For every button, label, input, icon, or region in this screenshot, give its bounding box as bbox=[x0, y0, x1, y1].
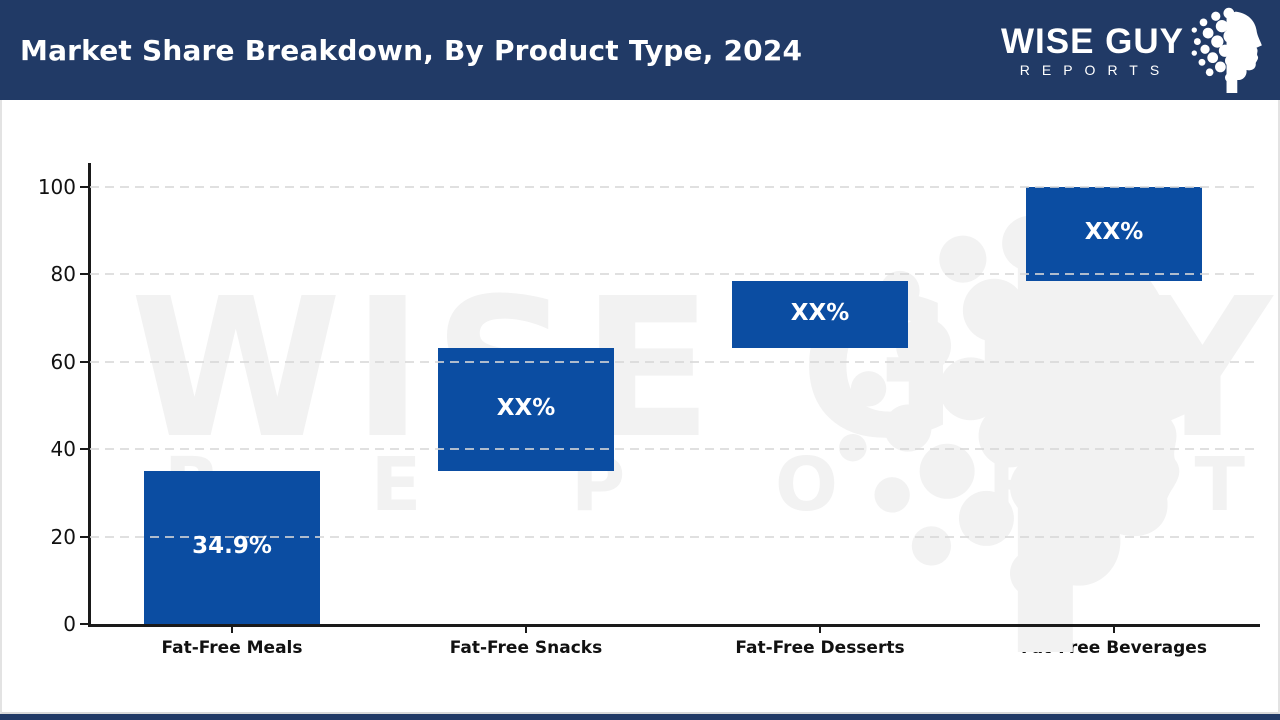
bar bbox=[1026, 187, 1202, 282]
x-category-label: Fat-Free Meals bbox=[161, 638, 303, 658]
y-tick-label: 80 bbox=[50, 262, 76, 287]
logo-text: WISE GUY REPORTS bbox=[1001, 24, 1184, 77]
x-tick-mark bbox=[231, 626, 233, 633]
page-title: Market Share Breakdown, By Product Type,… bbox=[20, 33, 803, 67]
y-tick-mark bbox=[80, 623, 88, 625]
bar bbox=[144, 471, 320, 624]
logo-head-icon bbox=[1191, 7, 1262, 93]
bar-value-label: XX% bbox=[790, 299, 850, 326]
bar bbox=[438, 348, 614, 472]
y-tick-mark bbox=[80, 186, 88, 188]
wise-guy-logo: WISE GUY REPORTS bbox=[1001, 7, 1280, 93]
y-axis-line bbox=[88, 163, 91, 626]
logo-subtitle: REPORTS bbox=[1019, 61, 1172, 78]
y-gridline bbox=[90, 448, 1260, 451]
logo-wordmark: WISE GUY bbox=[1000, 21, 1184, 61]
x-axis-line bbox=[88, 624, 1260, 627]
y-gridline bbox=[90, 186, 1260, 188]
y-tick-label: 60 bbox=[50, 349, 76, 374]
y-tick-label: 20 bbox=[50, 524, 76, 549]
y-tick-label: 40 bbox=[50, 437, 76, 462]
y-tick-mark bbox=[80, 448, 88, 451]
bar-value-label: XX% bbox=[496, 394, 556, 421]
y-tick-mark bbox=[80, 273, 88, 276]
x-category-label: Fat-Free Desserts bbox=[735, 638, 905, 658]
y-gridline bbox=[90, 360, 1260, 363]
y-tick-label: 0 bbox=[63, 612, 76, 636]
y-gridline bbox=[90, 273, 1260, 276]
bar-value-label: XX% bbox=[1084, 219, 1144, 246]
x-category-label: Fat-Free Snacks bbox=[449, 638, 603, 658]
y-tick-mark bbox=[80, 360, 88, 363]
footer-bar bbox=[0, 714, 1280, 720]
x-tick-mark bbox=[1113, 626, 1115, 633]
bar-value-label: 34.9% bbox=[192, 532, 272, 559]
x-tick-mark bbox=[819, 626, 821, 633]
y-tick-mark bbox=[80, 535, 88, 538]
chart-area: WISE GUY R E P O R T S 02040608010034.9%… bbox=[0, 100, 1280, 714]
y-gridline bbox=[90, 535, 1260, 538]
plot-area: 0 20 40 60 80 100 34.9% Fat-Free Meals XX% Fat-Fr… bbox=[2, 100, 1278, 712]
bar bbox=[732, 281, 908, 349]
x-tick-mark bbox=[525, 626, 527, 633]
header-bar: Market Share Breakdown, By Product Type,… bbox=[0, 0, 1280, 100]
y-tick-label: 100 bbox=[37, 175, 76, 199]
